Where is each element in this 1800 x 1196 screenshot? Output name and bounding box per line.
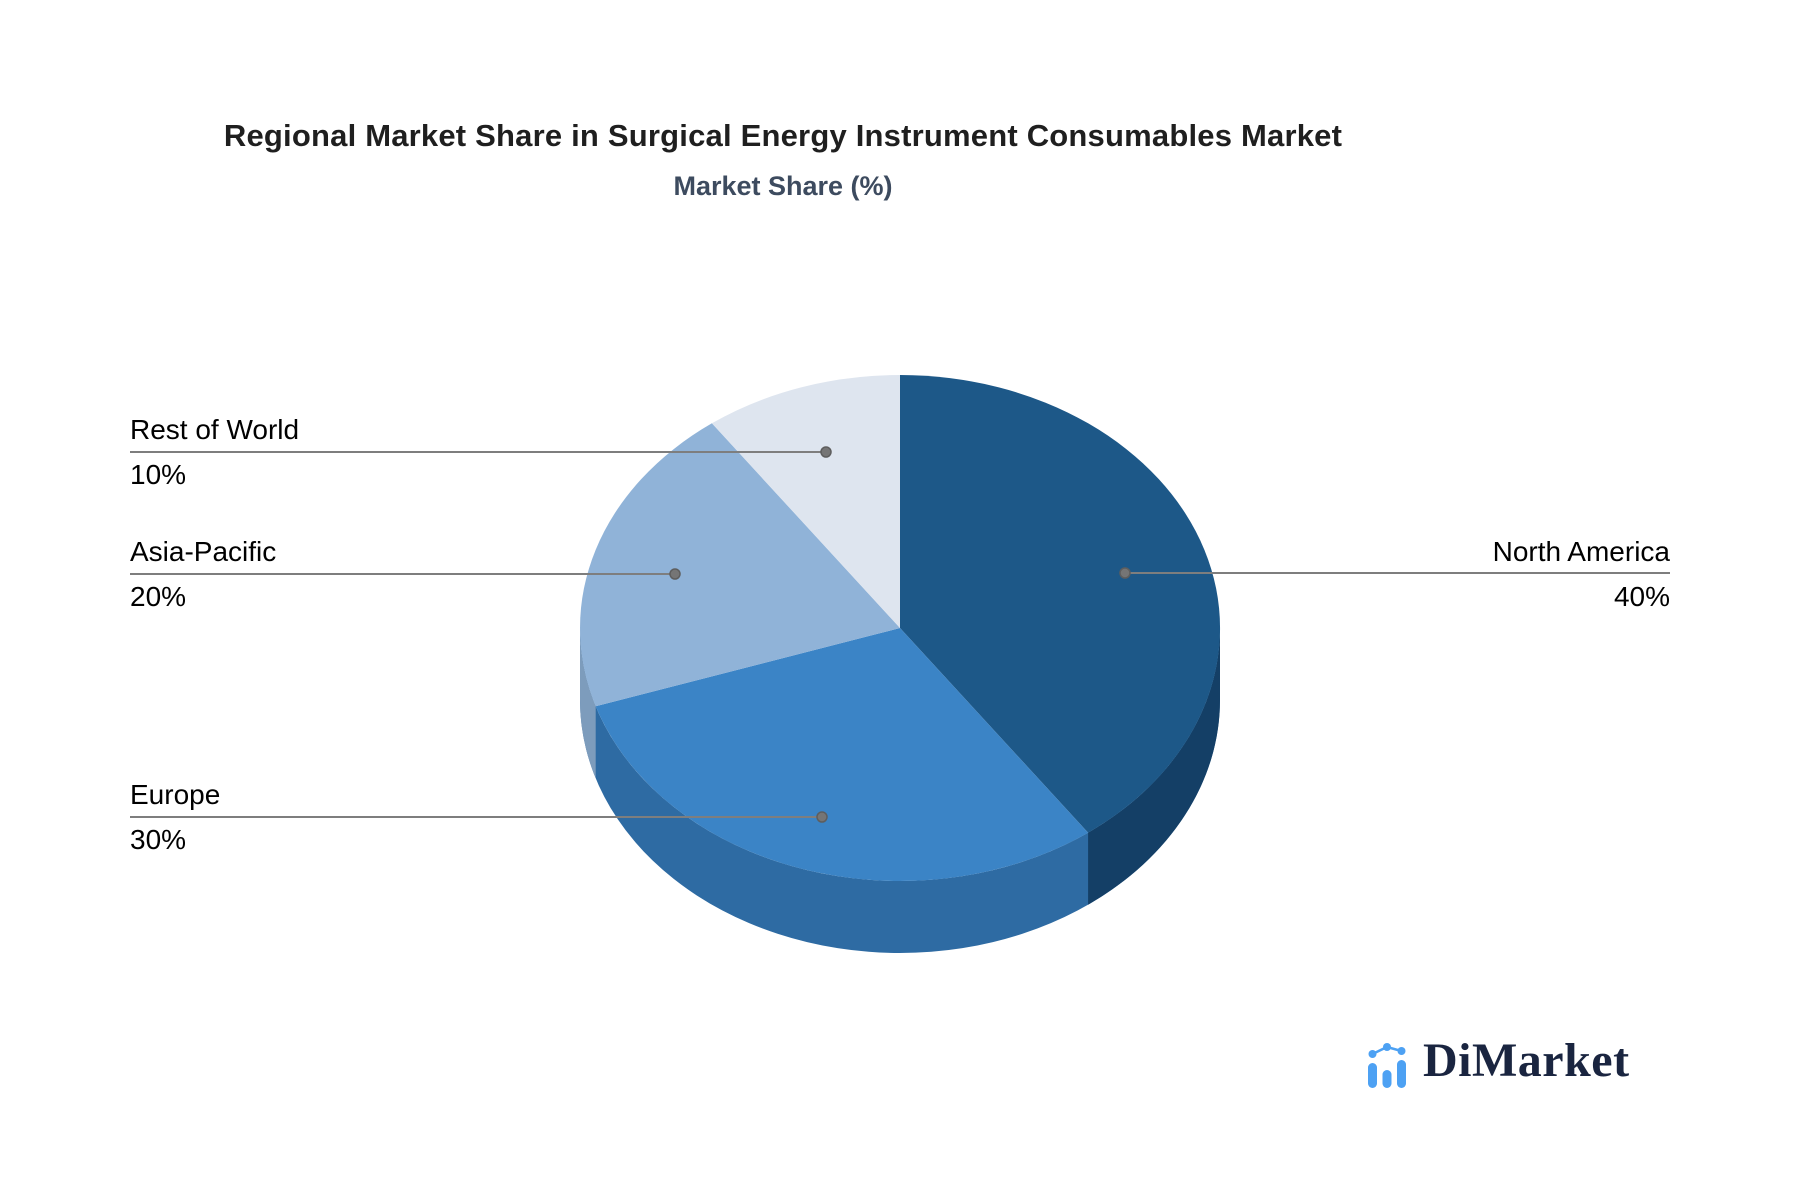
- chart-title: Regional Market Share in Surgical Energy…: [223, 118, 1343, 153]
- chart-header: Regional Market Share in Surgical Energy…: [0, 118, 1566, 202]
- label-europe: Europe: [130, 779, 221, 810]
- value-asia-pacific: 20%: [130, 581, 187, 612]
- leader-dot-rest-of-world: [820, 446, 832, 458]
- leader-dot-europe: [816, 811, 828, 823]
- chart-subtitle: Market Share (%): [673, 171, 893, 201]
- value-rest-of-world: 10%: [130, 459, 187, 490]
- brand-logo-text: DiMarket: [1423, 1034, 1630, 1087]
- label-asia-pacific: Asia-Pacific: [130, 536, 277, 567]
- leader-dot-north-america: [1119, 567, 1131, 579]
- pie-slice-asia-pacific[interactable]: [580, 423, 900, 707]
- pie-rim-north-america: [1088, 628, 1220, 905]
- pie-rim-asia-pacific: [580, 628, 596, 779]
- value-north-america: 40%: [1613, 581, 1670, 612]
- leader-dot-asia-pacific: [669, 568, 681, 580]
- brand-logo: DiMarket: [1366, 1034, 1630, 1088]
- pie-slice-rest-of-world[interactable]: [711, 375, 900, 628]
- pie-slice-north-america[interactable]: [900, 375, 1221, 833]
- label-north-america: North America: [1492, 536, 1670, 567]
- pie-rim-europe: [580, 628, 1220, 953]
- bar-line-chart-icon: [1368, 1043, 1406, 1088]
- label-rest-of-world: Rest of World: [130, 414, 300, 445]
- value-europe: 30%: [130, 824, 187, 855]
